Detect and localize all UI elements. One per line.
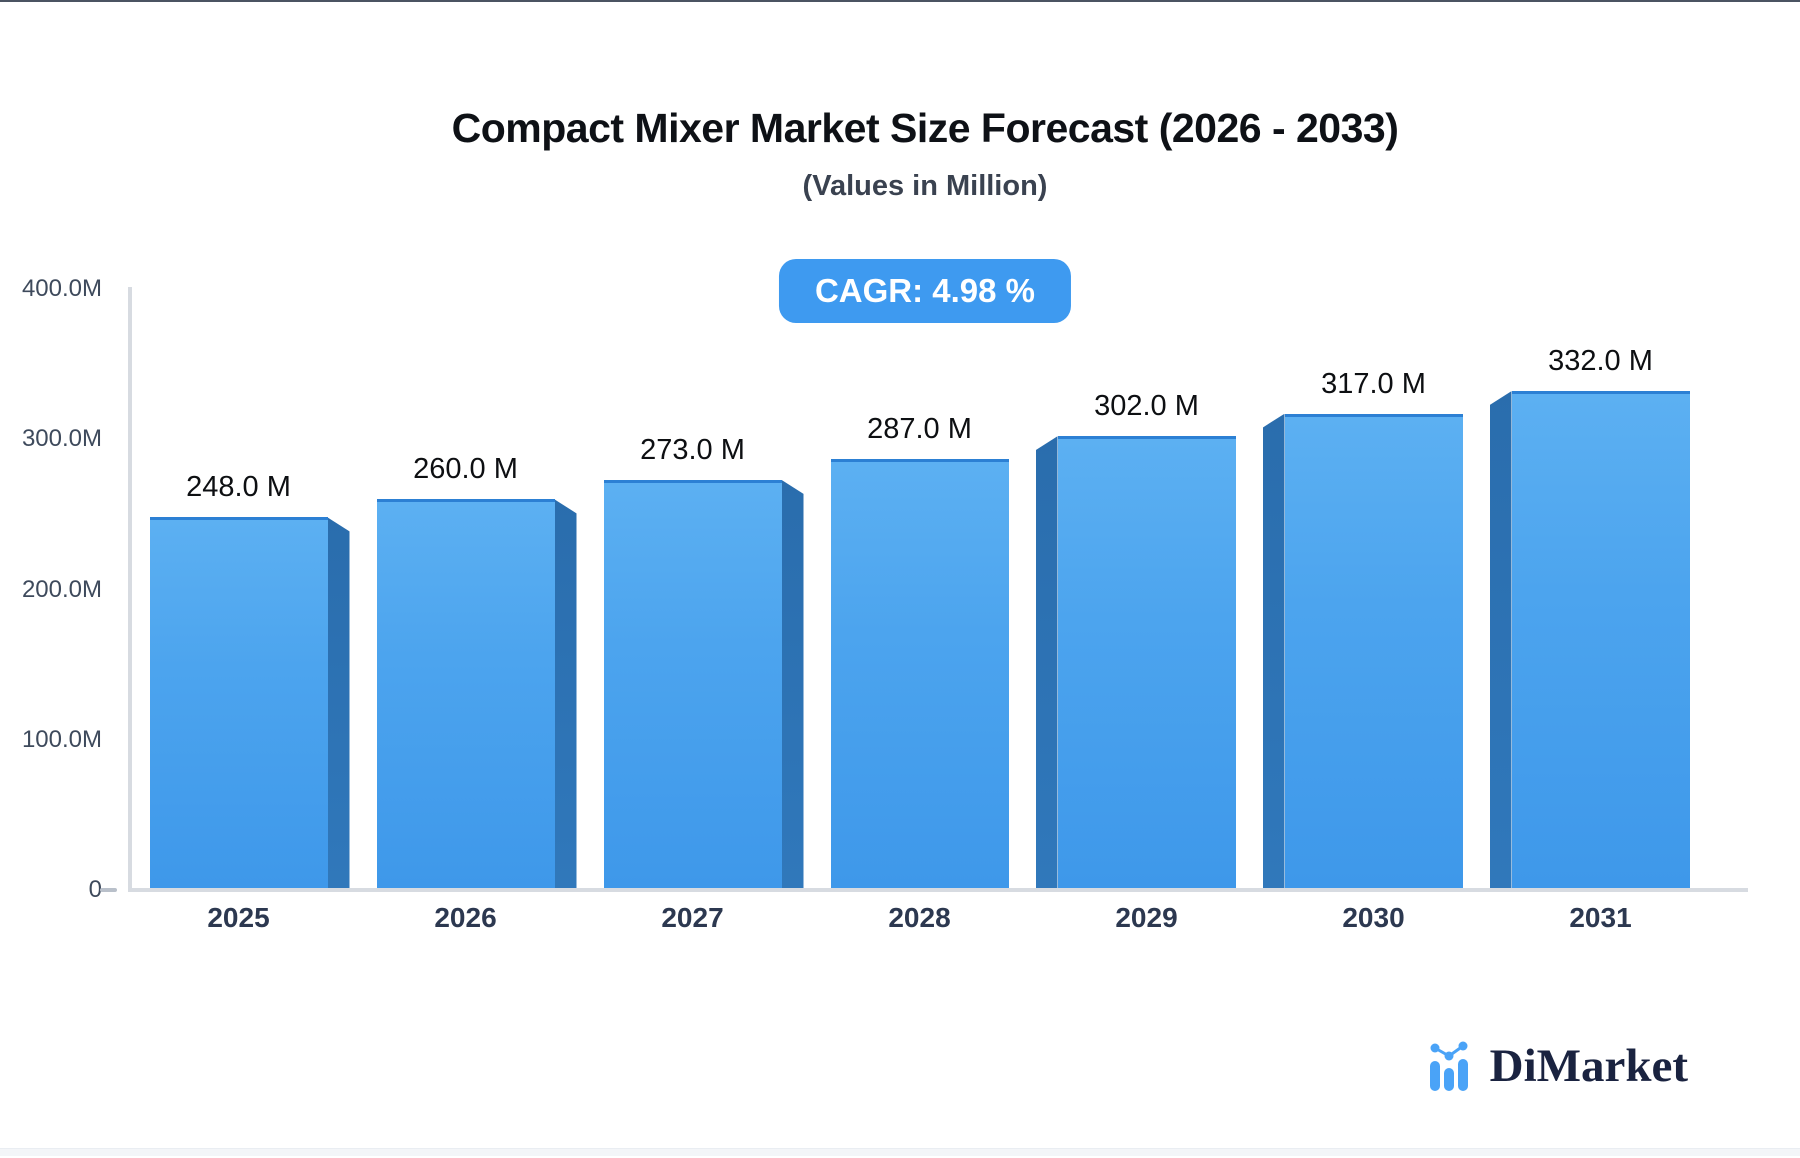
chart-subtitle: (Values in Million)	[802, 170, 1048, 202]
x-axis-label: 2027	[661, 902, 724, 933]
bar-value-label: 273.0 M	[640, 433, 745, 466]
bar-front-face	[1057, 436, 1236, 890]
bar-value-label: 287.0 M	[867, 412, 972, 445]
bar-side-face	[327, 517, 350, 890]
y-axis-line	[128, 287, 132, 890]
bar-side-face	[1489, 391, 1512, 890]
bar-front-face	[1284, 413, 1463, 890]
bar-front-face	[149, 517, 328, 890]
bar-front-face	[376, 499, 555, 890]
x-axis-label: 2031	[1569, 902, 1632, 933]
y-tick-label: 400.0M	[21, 275, 102, 302]
bar-value-label: 302.0 M	[1094, 390, 1199, 423]
y-tick-label: 0	[88, 876, 102, 903]
x-axis-label: 2026	[434, 902, 497, 933]
dimarket-logo-icon	[1429, 1041, 1468, 1091]
x-axis-label: 2025	[207, 902, 270, 933]
bottom-edge-strip	[0, 1148, 1800, 1156]
bar-value-label: 260.0 M	[413, 453, 518, 486]
x-axis-label: 2029	[1115, 902, 1178, 933]
x-axis-label: 2030	[1342, 902, 1405, 933]
cagr-badge: CAGR: 4.98 %	[778, 259, 1072, 323]
zero-tick-mark	[100, 888, 117, 892]
bar-front-face	[1511, 391, 1690, 890]
y-tick-label: 100.0M	[21, 725, 102, 753]
y-tick-label: 200.0M	[21, 575, 102, 603]
bar-front-face	[830, 458, 1009, 890]
bar-value-label: 317.0 M	[1321, 367, 1426, 400]
dimarket-logo: DiMarket	[1427, 1040, 1688, 1092]
bar-side-face	[781, 479, 804, 890]
chart-title: Compact Mixer Market Size Forecast (2026…	[451, 105, 1399, 151]
bar-front-face	[603, 479, 782, 890]
bar-value-label: 248.0 M	[186, 471, 291, 504]
bar-value-label: 332.0 M	[1548, 345, 1653, 378]
bar-side-face	[1262, 413, 1285, 890]
dimarket-logo-text: DiMarket	[1489, 1040, 1688, 1092]
x-axis-baseline	[128, 888, 1748, 892]
y-tick-label: 300.0M	[21, 425, 102, 453]
bar-side-face	[554, 499, 577, 890]
x-axis-label: 2028	[888, 902, 951, 933]
bar-side-face	[1035, 436, 1058, 890]
